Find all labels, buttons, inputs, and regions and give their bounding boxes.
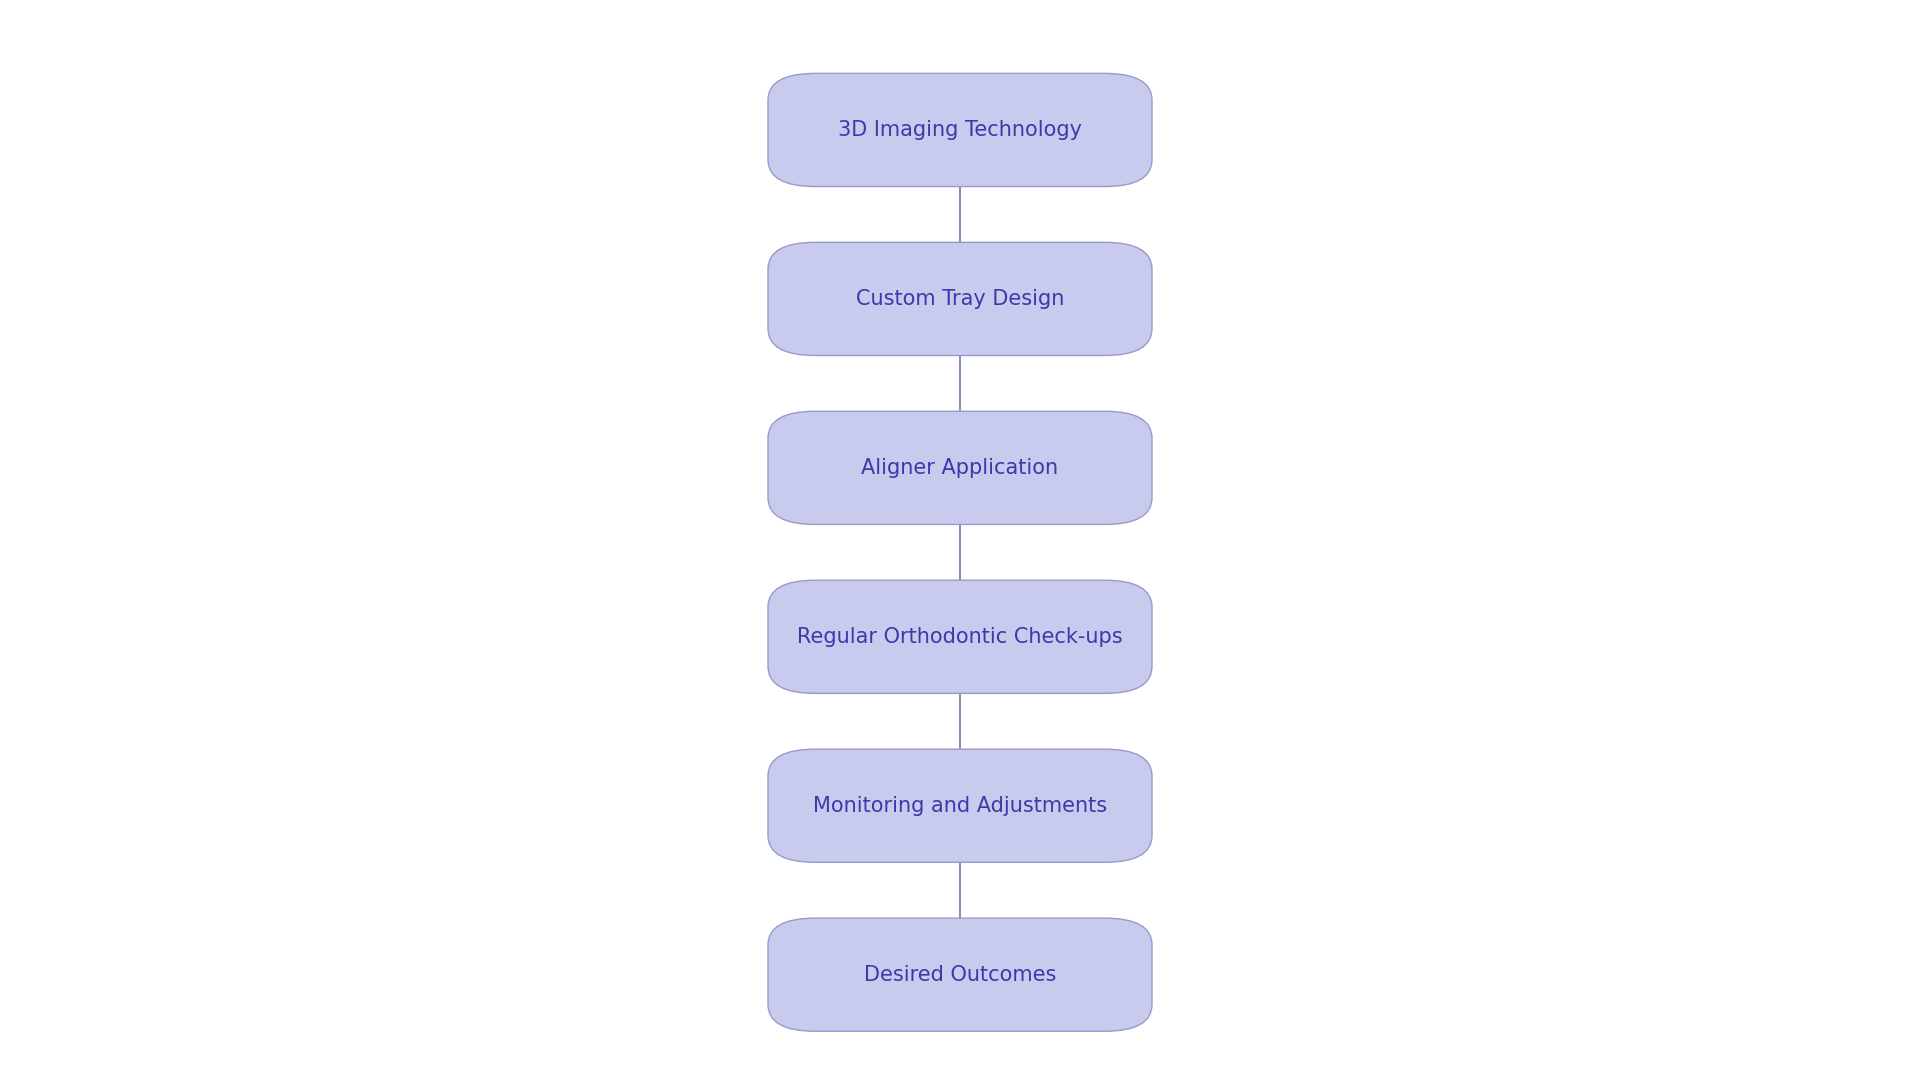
Text: 3D Imaging Technology: 3D Imaging Technology	[837, 120, 1083, 140]
Text: Monitoring and Adjustments: Monitoring and Adjustments	[812, 796, 1108, 815]
Text: Aligner Application: Aligner Application	[862, 458, 1058, 478]
Text: Desired Outcomes: Desired Outcomes	[864, 965, 1056, 984]
Text: Custom Tray Design: Custom Tray Design	[856, 289, 1064, 309]
FancyBboxPatch shape	[768, 749, 1152, 862]
FancyBboxPatch shape	[768, 74, 1152, 186]
FancyBboxPatch shape	[768, 580, 1152, 693]
Text: Regular Orthodontic Check-ups: Regular Orthodontic Check-ups	[797, 627, 1123, 647]
FancyBboxPatch shape	[768, 918, 1152, 1031]
FancyBboxPatch shape	[768, 412, 1152, 524]
FancyBboxPatch shape	[768, 243, 1152, 355]
